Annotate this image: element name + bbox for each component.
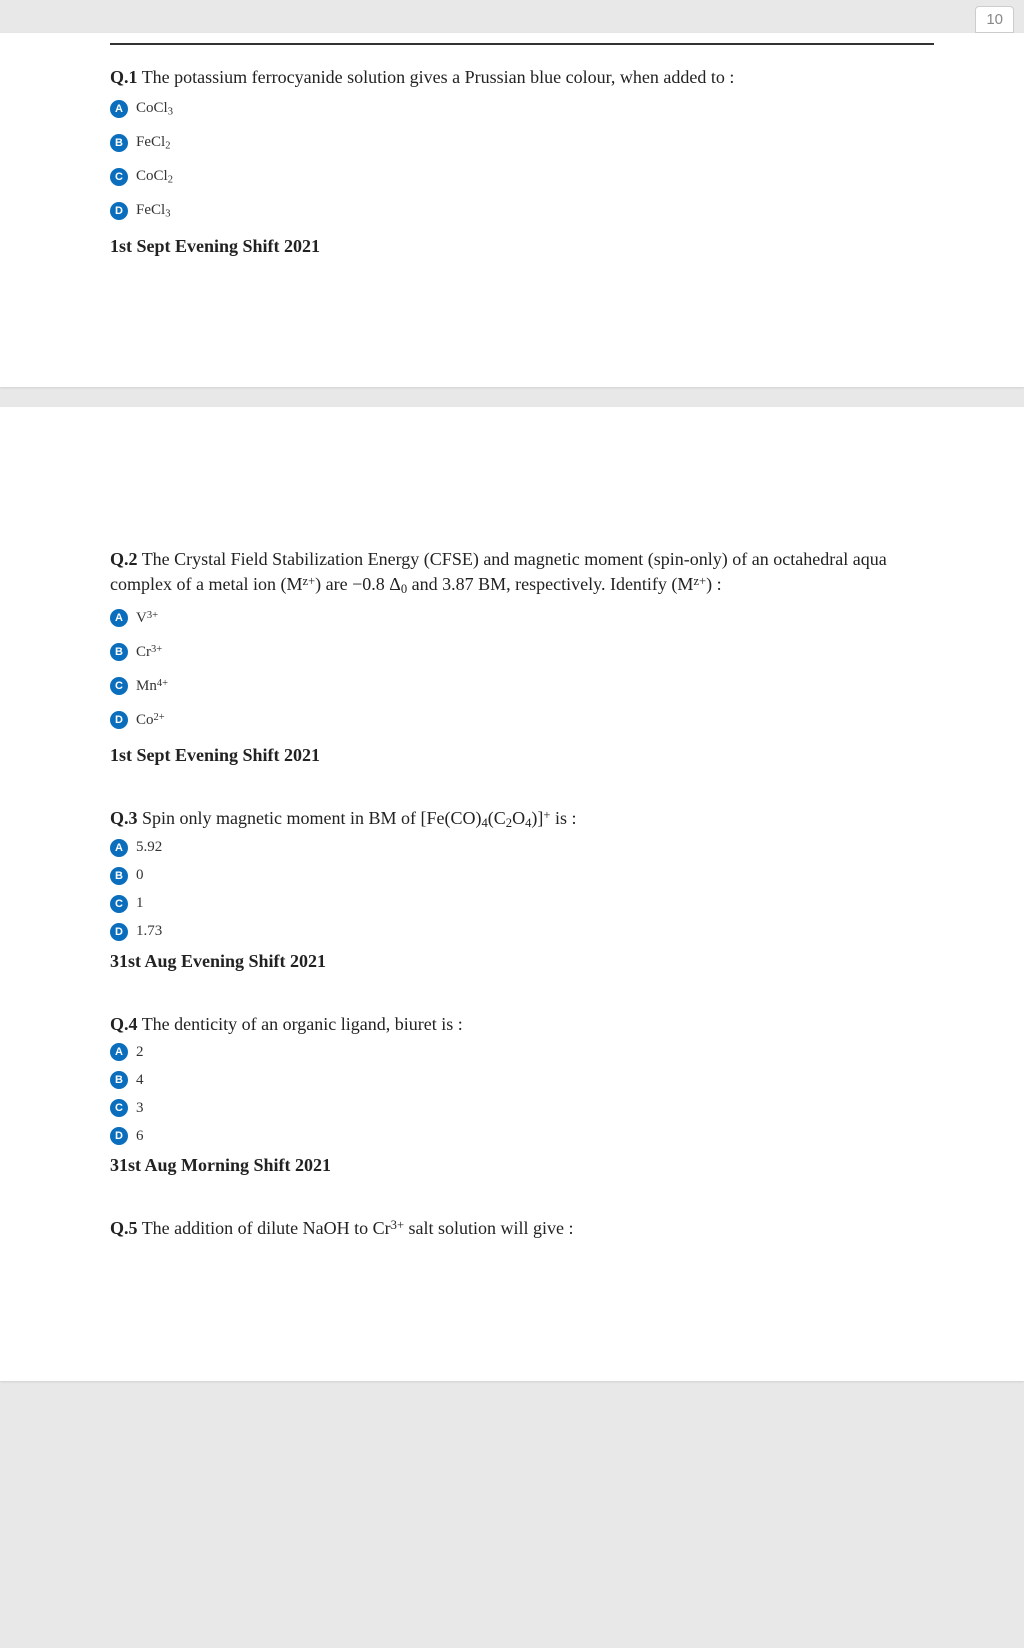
option-text: 6 bbox=[136, 1128, 144, 1145]
question-body: The potassium ferrocyanide solution give… bbox=[138, 67, 735, 87]
option[interactable]: D Co2+ bbox=[110, 711, 934, 729]
option-text: 1.73 bbox=[136, 923, 162, 940]
question-number: Q.5 bbox=[110, 1218, 138, 1238]
option-text: CoCl2 bbox=[136, 168, 173, 186]
question-body: The Crystal Field Stabilization Energy (… bbox=[110, 549, 887, 594]
option-text: FeCl3 bbox=[136, 202, 170, 220]
option[interactable]: A V3+ bbox=[110, 609, 934, 627]
option[interactable]: B0 bbox=[110, 867, 934, 885]
question: Q.5 The addition of dilute NaOH to Cr3+ … bbox=[110, 1216, 934, 1241]
option[interactable]: A 5.92 bbox=[110, 839, 934, 857]
option-text: 1 bbox=[136, 895, 144, 912]
question-card: Q.2 The Crystal Field Stabilization Ener… bbox=[0, 407, 1024, 1381]
option[interactable]: D 1.73 bbox=[110, 923, 934, 941]
question-number: Q.4 bbox=[110, 1014, 138, 1034]
option-badge: A bbox=[110, 609, 128, 627]
question: Q.2 The Crystal Field Stabilization Ener… bbox=[110, 547, 934, 766]
option[interactable]: C Mn4+ bbox=[110, 677, 934, 695]
option-badge: D bbox=[110, 202, 128, 220]
option-badge: A bbox=[110, 100, 128, 118]
option-list: A5.92B0C1D1.73 bbox=[110, 839, 934, 941]
option-badge: D bbox=[110, 923, 128, 941]
shift-label: 31st Aug Evening Shift 2021 bbox=[110, 951, 934, 972]
question-text: Q.3 Spin only magnetic moment in BM of [… bbox=[110, 806, 934, 833]
option[interactable]: C3 bbox=[110, 1099, 934, 1117]
question-text: Q.5 The addition of dilute NaOH to Cr3+ … bbox=[110, 1216, 934, 1241]
shift-label: 1st Sept Evening Shift 2021 bbox=[110, 745, 934, 766]
option-text: FeCl2 bbox=[136, 134, 170, 152]
question: Q.4 The denticity of an organic ligand, … bbox=[110, 1012, 934, 1176]
question: Q.3 Spin only magnetic moment in BM of [… bbox=[110, 806, 934, 972]
option-list: A2B4C3D6 bbox=[110, 1043, 934, 1145]
option[interactable]: A2 bbox=[110, 1043, 934, 1061]
option-badge: C bbox=[110, 895, 128, 913]
option[interactable]: C CoCl2 bbox=[110, 168, 934, 186]
question-number: Q.2 bbox=[110, 549, 138, 569]
question-card: Q.1 The potassium ferrocyanide solution … bbox=[0, 33, 1024, 387]
option-text: 0 bbox=[136, 867, 144, 884]
question-body: The addition of dilute NaOH to Cr3+ salt… bbox=[138, 1218, 574, 1238]
option-text: V3+ bbox=[136, 610, 158, 627]
option-text: Co2+ bbox=[136, 712, 165, 729]
option-badge: A bbox=[110, 839, 128, 857]
option-list: A CoCl3 B FeCl2 C CoCl2 D FeCl3 bbox=[110, 100, 934, 220]
question-text: Q.1 The potassium ferrocyanide solution … bbox=[110, 65, 934, 90]
option-badge: C bbox=[110, 1099, 128, 1117]
option-badge: B bbox=[110, 1071, 128, 1089]
question-number: Q.3 bbox=[110, 808, 138, 828]
divider bbox=[110, 43, 934, 45]
question-number: Q.1 bbox=[110, 67, 138, 87]
option-text: 3 bbox=[136, 1100, 144, 1117]
option-text: 4 bbox=[136, 1072, 144, 1089]
option-badge: D bbox=[110, 1127, 128, 1145]
shift-label: 1st Sept Evening Shift 2021 bbox=[110, 236, 934, 257]
option-text: CoCl3 bbox=[136, 100, 173, 118]
option-badge: B bbox=[110, 643, 128, 661]
option-badge: A bbox=[110, 1043, 128, 1061]
option-text: Cr3+ bbox=[136, 644, 162, 661]
shift-label: 31st Aug Morning Shift 2021 bbox=[110, 1155, 934, 1176]
option[interactable]: D6 bbox=[110, 1127, 934, 1145]
option-badge: C bbox=[110, 677, 128, 695]
page-number: 10 bbox=[986, 11, 1003, 28]
question-text: Q.2 The Crystal Field Stabilization Ener… bbox=[110, 547, 934, 599]
option-text: 5.92 bbox=[136, 839, 162, 856]
option[interactable]: D FeCl3 bbox=[110, 202, 934, 220]
option-badge: B bbox=[110, 867, 128, 885]
top-nav: 10 bbox=[0, 0, 1024, 33]
option-text: 2 bbox=[136, 1044, 144, 1061]
question-text: Q.4 The denticity of an organic ligand, … bbox=[110, 1012, 934, 1037]
option[interactable]: B FeCl2 bbox=[110, 134, 934, 152]
question-body: Spin only magnetic moment in BM of [Fe(C… bbox=[138, 808, 577, 828]
option[interactable]: B4 bbox=[110, 1071, 934, 1089]
option[interactable]: A CoCl3 bbox=[110, 100, 934, 118]
question-body: The denticity of an organic ligand, biur… bbox=[138, 1014, 463, 1034]
option[interactable]: C1 bbox=[110, 895, 934, 913]
option[interactable]: B Cr3+ bbox=[110, 643, 934, 661]
option-text: Mn4+ bbox=[136, 678, 168, 695]
question: Q.1 The potassium ferrocyanide solution … bbox=[110, 65, 934, 257]
option-badge: C bbox=[110, 168, 128, 186]
option-badge: D bbox=[110, 711, 128, 729]
option-badge: B bbox=[110, 134, 128, 152]
option-list: A V3+ B Cr3+ C Mn4+ D Co2+ bbox=[110, 609, 934, 729]
page-number-box[interactable]: 10 bbox=[975, 6, 1014, 33]
